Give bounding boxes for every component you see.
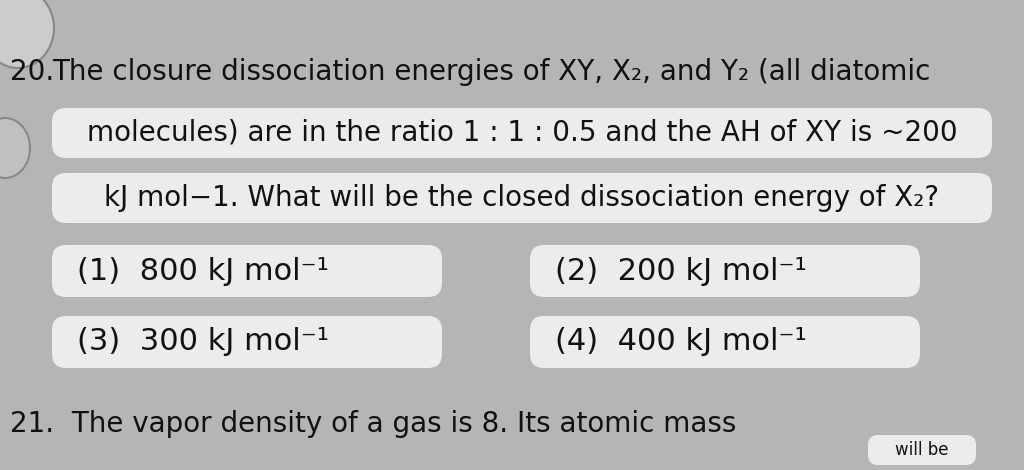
Ellipse shape — [0, 118, 30, 178]
FancyBboxPatch shape — [52, 108, 992, 158]
Text: will be: will be — [895, 441, 949, 459]
Text: kJ mol−1. What will be the closed dissociation energy of X₂?: kJ mol−1. What will be the closed dissoc… — [104, 184, 940, 212]
FancyBboxPatch shape — [868, 435, 976, 465]
FancyBboxPatch shape — [52, 316, 442, 368]
FancyBboxPatch shape — [52, 173, 992, 223]
Text: (3)  300 kJ mol⁻¹: (3) 300 kJ mol⁻¹ — [77, 328, 329, 357]
Text: 20.: 20. — [10, 58, 54, 86]
Text: The closure dissociation energies of XY, X₂, and Y₂ (all diatomic: The closure dissociation energies of XY,… — [52, 58, 931, 86]
FancyBboxPatch shape — [530, 245, 920, 297]
FancyBboxPatch shape — [52, 245, 442, 297]
Ellipse shape — [0, 0, 54, 68]
Text: (4)  400 kJ mol⁻¹: (4) 400 kJ mol⁻¹ — [555, 328, 807, 357]
FancyBboxPatch shape — [530, 316, 920, 368]
Text: 21.  The vapor density of a gas is 8. Its atomic mass: 21. The vapor density of a gas is 8. Its… — [10, 410, 736, 438]
Text: (1)  800 kJ mol⁻¹: (1) 800 kJ mol⁻¹ — [77, 257, 329, 285]
Text: (2)  200 kJ mol⁻¹: (2) 200 kJ mol⁻¹ — [555, 257, 807, 285]
Text: molecules) are in the ratio 1 : 1 : 0.5 and the AH of XY is ~200: molecules) are in the ratio 1 : 1 : 0.5 … — [87, 119, 957, 147]
